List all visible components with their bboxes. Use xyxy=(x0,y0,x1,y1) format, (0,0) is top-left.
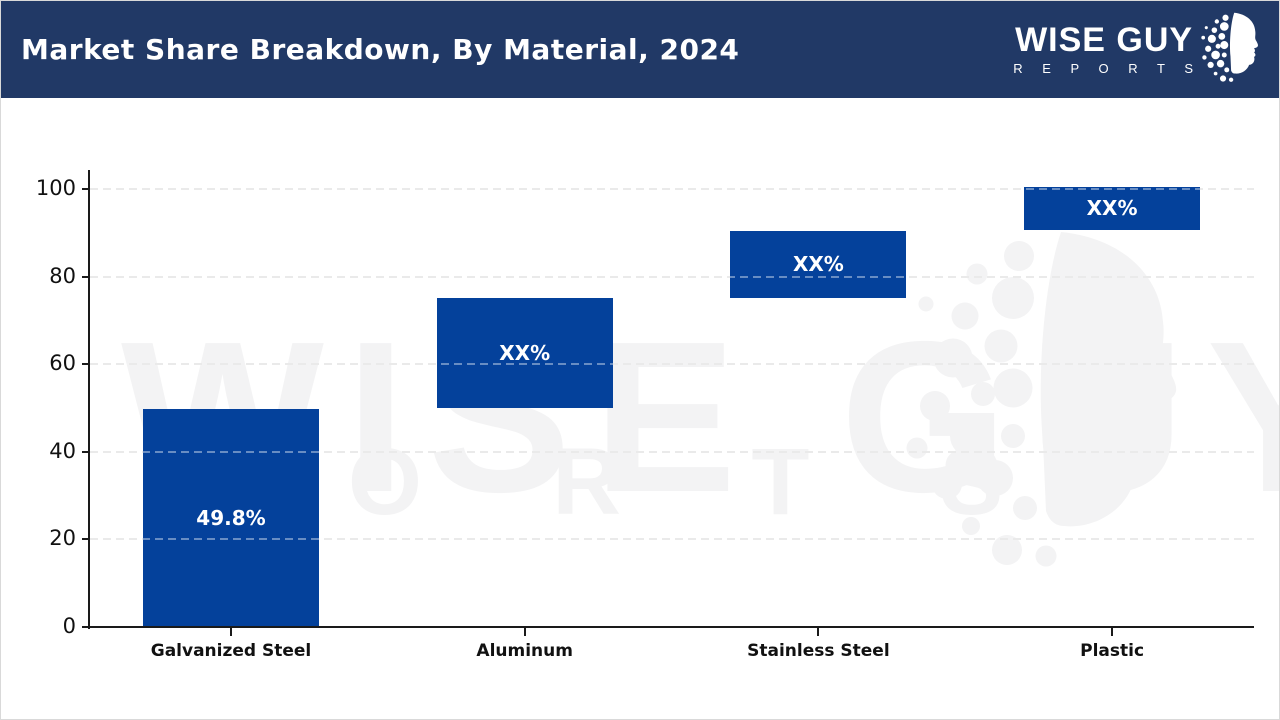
bar-stainless-steel: XX% xyxy=(730,231,907,298)
y-tick-mark xyxy=(82,363,90,365)
y-tick-label: 40 xyxy=(49,438,76,463)
gridline-overlay xyxy=(90,188,1254,190)
gridline-overlay xyxy=(90,275,1254,278)
dotted-head-logo-icon xyxy=(1201,12,1259,82)
bar-value-label: 49.8% xyxy=(196,505,266,530)
y-tick-mark xyxy=(82,625,90,628)
logo-wordmark: WISE GUY xyxy=(1015,21,1194,60)
page-title: Market Share Breakdown, By Material, 202… xyxy=(21,33,740,66)
y-tick-mark xyxy=(82,538,90,540)
x-axis-category-label: Galvanized Steel xyxy=(150,640,312,661)
gridline xyxy=(90,275,1254,278)
y-tick-label: 0 xyxy=(62,613,76,638)
chart-canvas: WISE GUY P O R T S 49.8% XX% XX% XX% 0 20 40 6… xyxy=(1,98,1279,718)
y-tick-mark xyxy=(82,450,90,453)
y-tick-label: 60 xyxy=(49,351,76,375)
bars-layer: 49.8% XX% XX% XX% xyxy=(1,98,1279,718)
y-tick-label: 80 xyxy=(49,263,76,288)
bar-aluminum: XX% xyxy=(436,298,613,408)
wise-guy-reports-logo: WISE GUY R E P O R T S xyxy=(1007,12,1259,88)
gridline xyxy=(90,450,1254,453)
x-axis-category-label: Stainless Steel xyxy=(747,640,890,661)
bar-value-label: XX% xyxy=(499,341,551,366)
y-tick-mark xyxy=(82,188,90,190)
gridlines-layer xyxy=(1,98,1279,718)
logo-subtitle: R E P O R T S xyxy=(1013,60,1201,76)
gridline-overlay xyxy=(90,363,1254,365)
bar-value-label: XX% xyxy=(1086,196,1138,221)
y-tick-label: 20 xyxy=(49,526,76,550)
gridline xyxy=(90,538,1254,540)
x-axis-line xyxy=(88,625,1254,628)
bar-plastic: XX% xyxy=(1024,186,1201,231)
x-axis-category-label: Aluminum xyxy=(476,640,573,661)
x-tick-mark xyxy=(230,627,232,636)
gridline-overlay xyxy=(90,538,1254,540)
y-tick-mark xyxy=(82,275,90,278)
logo-text: WISE GUY R E P O R T S xyxy=(1007,21,1201,76)
x-axis-category-label: Plastic xyxy=(1080,640,1145,661)
axes-layer: 0 20 40 60 80 100 Galvanized Steel Aluminum Stai… xyxy=(1,98,1279,718)
y-tick-label: 100 xyxy=(35,176,76,200)
gridline xyxy=(90,363,1254,365)
gridlines-overlay-layer xyxy=(1,98,1279,718)
gridline-overlay xyxy=(90,450,1254,453)
y-axis-line xyxy=(88,170,90,629)
watermark-head-icon xyxy=(902,232,1177,567)
x-tick-mark xyxy=(817,627,820,636)
bar-value-label: XX% xyxy=(792,252,844,277)
bar-galvanized-steel: 49.8% xyxy=(143,408,319,627)
x-tick-mark xyxy=(1111,627,1114,636)
x-tick-mark xyxy=(523,627,526,636)
gridline xyxy=(90,188,1254,190)
header-bar: Market Share Breakdown, By Material, 202… xyxy=(1,1,1279,98)
